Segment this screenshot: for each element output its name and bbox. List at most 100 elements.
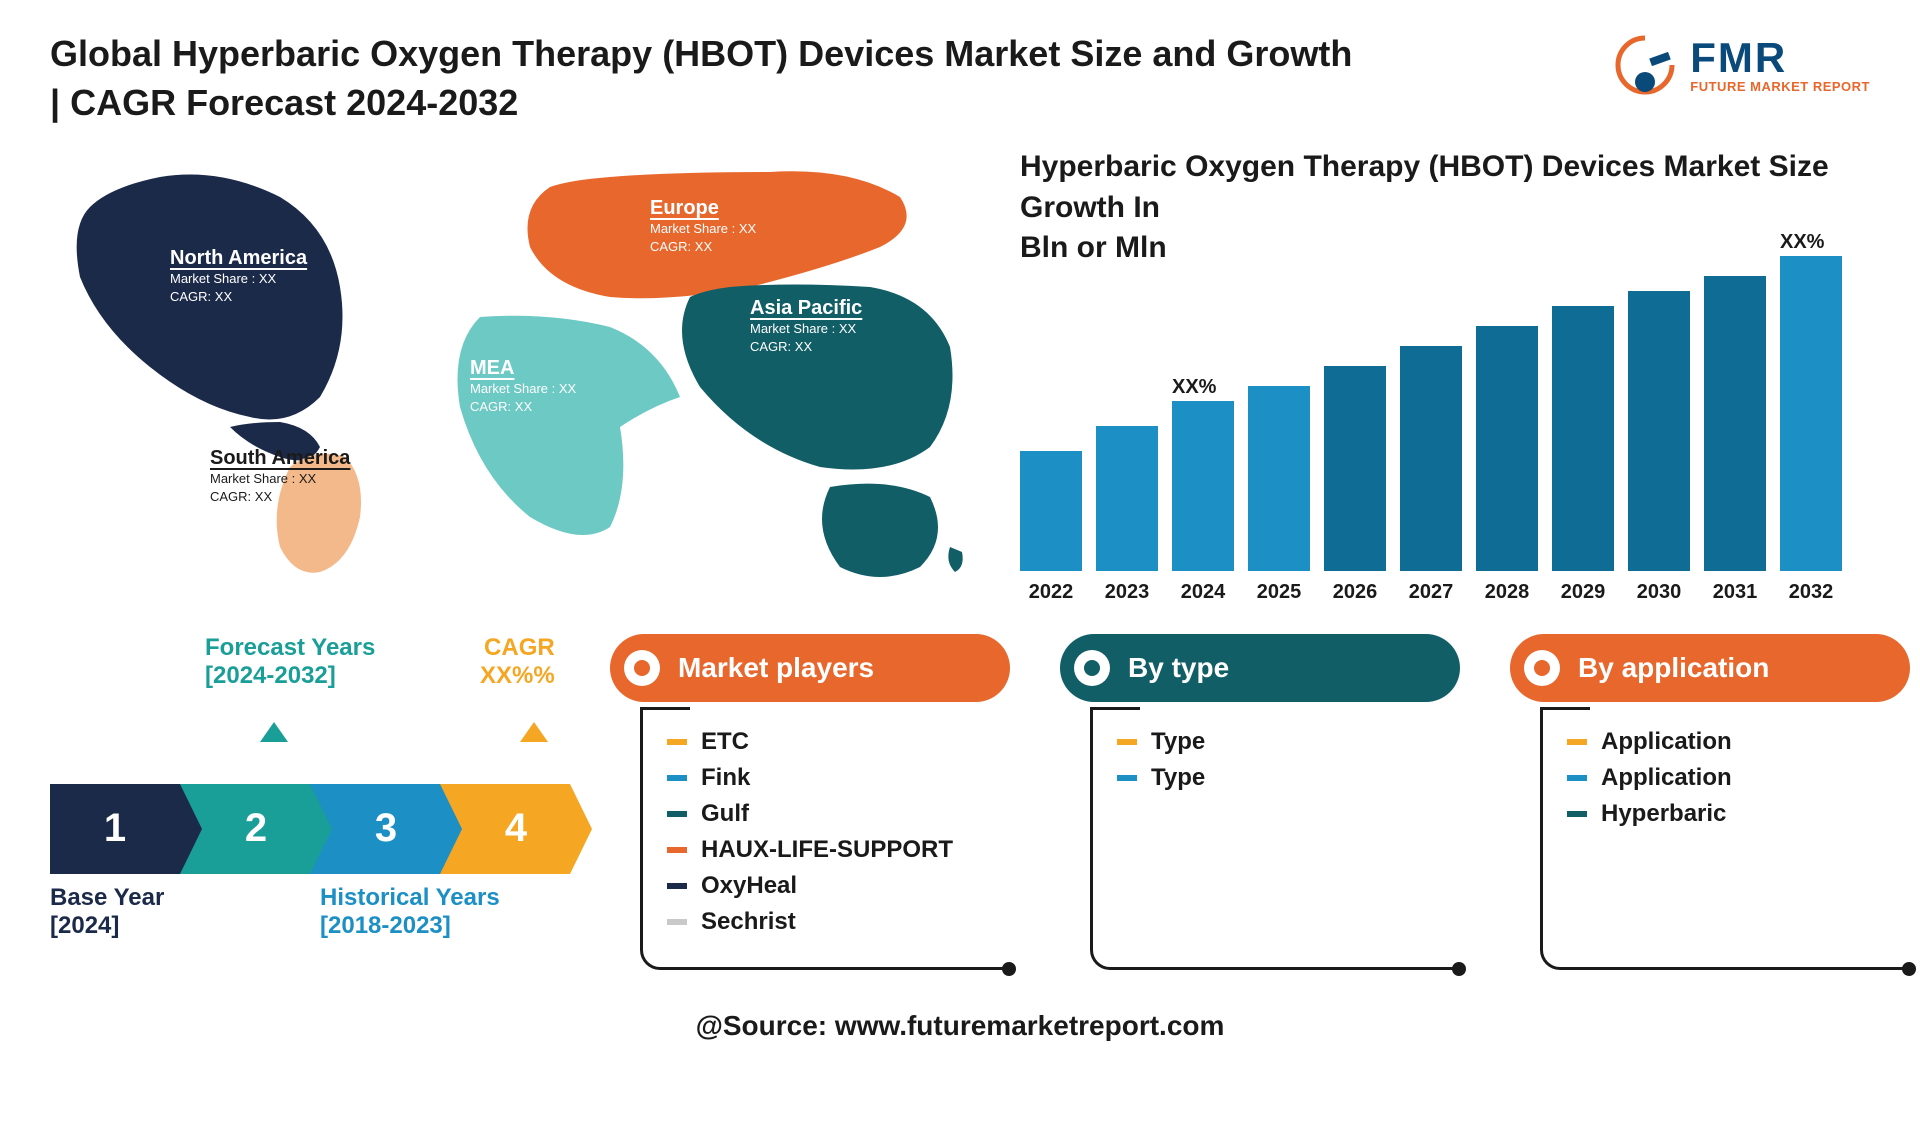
pill-dot [1524,650,1560,686]
bar [1096,426,1158,571]
bar-col: 2023 [1096,426,1158,604]
bullet-icon [1117,739,1137,745]
category-pill: Market players [610,634,1010,702]
list-item: OxyHeal [667,872,1010,900]
bullet-icon [1567,775,1587,781]
bar [1172,401,1234,571]
list-item-label: Type [1151,764,1205,792]
tl-cagr-label: CAGR XX%% [480,634,555,692]
bullet-icon [667,775,687,781]
source-line: @Source: www.futuremarketreport.com [50,1010,1870,1042]
bar [1248,386,1310,571]
category-list: Application Application Hyperbaric [1540,710,1910,970]
category-column: Market playersETCFinkGulfHAUX-LIFE-SUPPO… [610,634,1010,970]
bar [1780,256,1842,571]
category-title: By type [1128,652,1229,684]
list-item: HAUX-LIFE-SUPPORT [667,836,1010,864]
region-label-south-america: South AmericaMarket Share : XXCAGR: XX [210,447,350,506]
logo-text: FMR FUTURE MARKET REPORT [1690,37,1870,94]
bullet-icon [1567,739,1587,745]
bar-year: 2024 [1181,581,1226,604]
bar [1476,326,1538,571]
bar [1020,451,1082,571]
chart-title: Hyperbaric Oxygen Therapy (HBOT) Devices… [1020,147,1870,269]
category-list: ETCFinkGulfHAUX-LIFE-SUPPORTOxyHealSechr… [640,710,1010,970]
bar [1628,291,1690,571]
bar-year: 2029 [1561,581,1606,604]
bar-col: 2031 [1704,276,1766,604]
logo-fmr: FMR [1690,37,1870,79]
list-item-label: Hyperbaric [1601,800,1726,828]
bar-col: 2025 [1248,386,1310,604]
tl-base-label: Base Year [2024] [50,884,164,942]
tri-base [100,849,128,869]
bar [1324,366,1386,571]
bar [1552,306,1614,571]
bullet-icon [1117,775,1137,781]
tl-hist-label: Historical Years [2018-2023] [320,884,500,942]
bar-year: 2028 [1485,581,1530,604]
bar-col: 2026 [1324,366,1386,604]
list-item: Sechrist [667,908,1010,936]
bar-col: 2024 [1172,401,1234,604]
category-list: Type Type [1090,710,1460,970]
timeline: Forecast Years [2024-2032] CAGR XX%% 123… [50,634,570,970]
bar-col: 2032 [1780,256,1842,604]
bar-col: 2022 [1020,451,1082,604]
page-title: Global Hyperbaric Oxygen Therapy (HBOT) … [50,30,1352,127]
bullet-icon [667,811,687,817]
list-item-label: HAUX-LIFE-SUPPORT [701,836,953,864]
bullet-icon [667,847,687,853]
list-item: Type [1117,764,1460,792]
infographic-root: Global Hyperbaric Oxygen Therapy (HBOT) … [0,0,1920,1146]
list-item-label: OxyHeal [701,872,797,900]
category-column: By type Type Type [1060,634,1460,970]
list-item-label: Type [1151,728,1205,756]
bar-year: 2030 [1637,581,1682,604]
list-item-label: Sechrist [701,908,796,936]
list-item: Fink [667,764,1010,792]
category-pill: By type [1060,634,1460,702]
tri-cagr [520,722,548,742]
bullet-icon [667,883,687,889]
bar-year: 2023 [1105,581,1150,604]
bar-year: 2022 [1029,581,1074,604]
bar-year: 2031 [1713,581,1758,604]
bar-chart-block: Hyperbaric Oxygen Therapy (HBOT) Devices… [1020,147,1870,604]
map-na [77,175,343,461]
bar-annotation: XX% [1780,231,1824,254]
logo: FMR FUTURE MARKET REPORT [1610,30,1870,100]
tri-hist [370,849,398,869]
tri-forecast [260,722,288,742]
bar-annotation: XX% [1172,376,1216,399]
map-mea [458,316,681,535]
region-label-north-america: North AmericaMarket Share : XXCAGR: XX [170,247,307,306]
bullet-icon [667,919,687,925]
bar-col: 2030 [1628,291,1690,604]
list-item: Hyperbaric [1567,800,1910,828]
timeline-arrows: 1234 [50,784,570,874]
list-item: Application [1567,728,1910,756]
category-column: By application Application Application Hype… [1510,634,1910,970]
list-item: Gulf [667,800,1010,828]
logo-sub: FUTURE MARKET REPORT [1690,79,1870,94]
list-item-label: Gulf [701,800,749,828]
bullet-icon [667,739,687,745]
list-item: Type [1117,728,1460,756]
region-label-asia-pacific: Asia PacificMarket Share : XXCAGR: XX [750,297,862,356]
header: Global Hyperbaric Oxygen Therapy (HBOT) … [50,30,1870,127]
lower-section: Forecast Years [2024-2032] CAGR XX%% 123… [50,634,1870,970]
category-title: By application [1578,652,1769,684]
list-item: Application [1567,764,1910,792]
bar-col: 2029 [1552,306,1614,604]
category-title: Market players [678,652,874,684]
bar-col: 2028 [1476,326,1538,604]
bullet-icon [1567,811,1587,817]
list-item-label: Application [1601,728,1732,756]
region-label-europe: EuropeMarket Share : XXCAGR: XX [650,197,756,256]
tl-forecast-label: Forecast Years [2024-2032] [205,634,375,692]
bar-chart: 2022202320242025202620272028202920302031… [1020,284,1870,604]
bar-year: 2025 [1257,581,1302,604]
list-item-label: Fink [701,764,750,792]
bar-year: 2032 [1789,581,1834,604]
